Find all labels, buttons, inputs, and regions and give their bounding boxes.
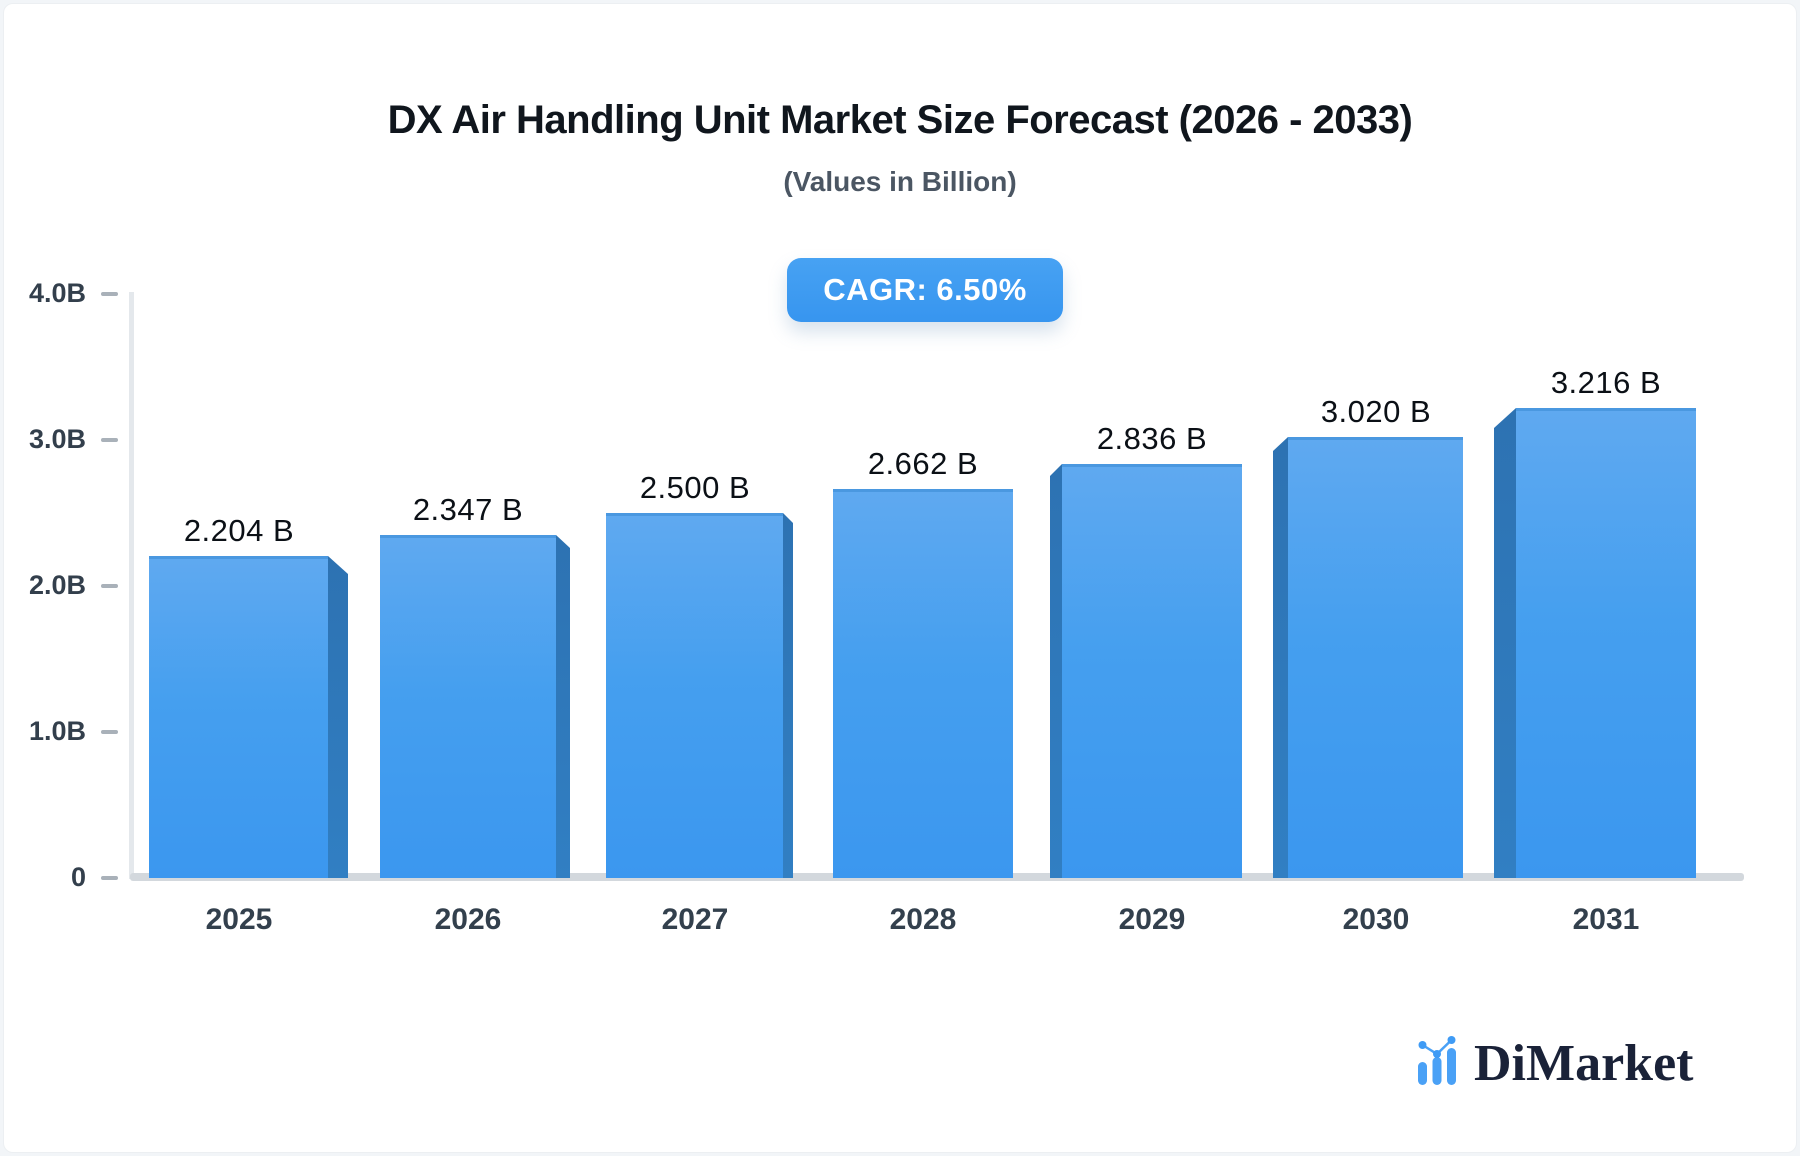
chart-title: DX Air Handling Unit Market Size Forecas… xyxy=(387,98,1413,142)
bar-face xyxy=(380,535,556,878)
bar-3d-side xyxy=(1050,464,1062,878)
x-axis-label-2027: 2027 xyxy=(661,903,729,936)
x-axis-label-2025: 2025 xyxy=(205,903,273,936)
bar-value-label: 2.500 B xyxy=(639,470,751,505)
bar-3d-side xyxy=(783,513,793,878)
bar-value-label: 2.347 B xyxy=(412,492,524,527)
cagr-badge-label: CAGR: 6.50% xyxy=(823,272,1027,307)
y-axis-tick-label: 0 xyxy=(70,862,86,892)
y-axis-tick xyxy=(101,584,118,588)
bar-2025 xyxy=(149,556,348,878)
y-axis-tick-label: 4.0B xyxy=(28,278,86,308)
bar-face xyxy=(1516,408,1696,878)
bar-value-label: 2.204 B xyxy=(183,513,295,548)
bar-value-label: 2.662 B xyxy=(867,446,979,481)
cagr-badge: CAGR: 6.50% xyxy=(787,258,1063,322)
bar-2030 xyxy=(1273,437,1463,878)
bar-face xyxy=(1062,464,1242,878)
x-axis-label-2030: 2030 xyxy=(1342,903,1410,936)
bar-3d-side xyxy=(1273,437,1288,878)
bar-2029 xyxy=(1050,464,1242,878)
y-axis-tick-label: 3.0B xyxy=(28,424,86,454)
bar-2028 xyxy=(833,489,1013,878)
bar-face xyxy=(606,513,783,878)
chart-subtitle: (Values in Billion) xyxy=(783,166,1017,197)
bar-3d-side xyxy=(328,556,348,878)
y-axis-tick xyxy=(101,292,118,296)
dimarket-logo: DiMarket xyxy=(1416,1034,1693,1092)
bar-2026 xyxy=(380,535,570,878)
bar-face xyxy=(1288,437,1463,878)
bar-2027 xyxy=(606,513,793,878)
y-axis-tick-label: 2.0B xyxy=(28,570,86,600)
bar-value-label: 3.216 B xyxy=(1550,365,1662,400)
logo-text: DiMarket xyxy=(1474,1035,1694,1093)
y-axis-tick xyxy=(101,876,118,880)
bar-value-label: 3.020 B xyxy=(1320,394,1432,429)
y-axis-tick xyxy=(101,730,118,734)
bar-value-label: 2.836 B xyxy=(1096,421,1208,456)
y-axis-tick xyxy=(101,438,118,442)
mini-bar-line-chart-icon xyxy=(1416,1035,1462,1092)
x-axis-label-2026: 2026 xyxy=(434,903,502,936)
bar-3d-side xyxy=(1494,408,1516,878)
x-axis-label-2031: 2031 xyxy=(1572,903,1640,936)
bar-3d-side xyxy=(556,535,570,878)
x-axis-label-2028: 2028 xyxy=(889,903,957,936)
x-axis-label-2029: 2029 xyxy=(1118,903,1186,936)
y-axis-tick-label: 1.0B xyxy=(28,716,86,746)
y-axis-line xyxy=(129,292,134,879)
bar-2031 xyxy=(1494,408,1696,878)
bar-face xyxy=(149,556,328,878)
bar-face xyxy=(833,489,1013,878)
